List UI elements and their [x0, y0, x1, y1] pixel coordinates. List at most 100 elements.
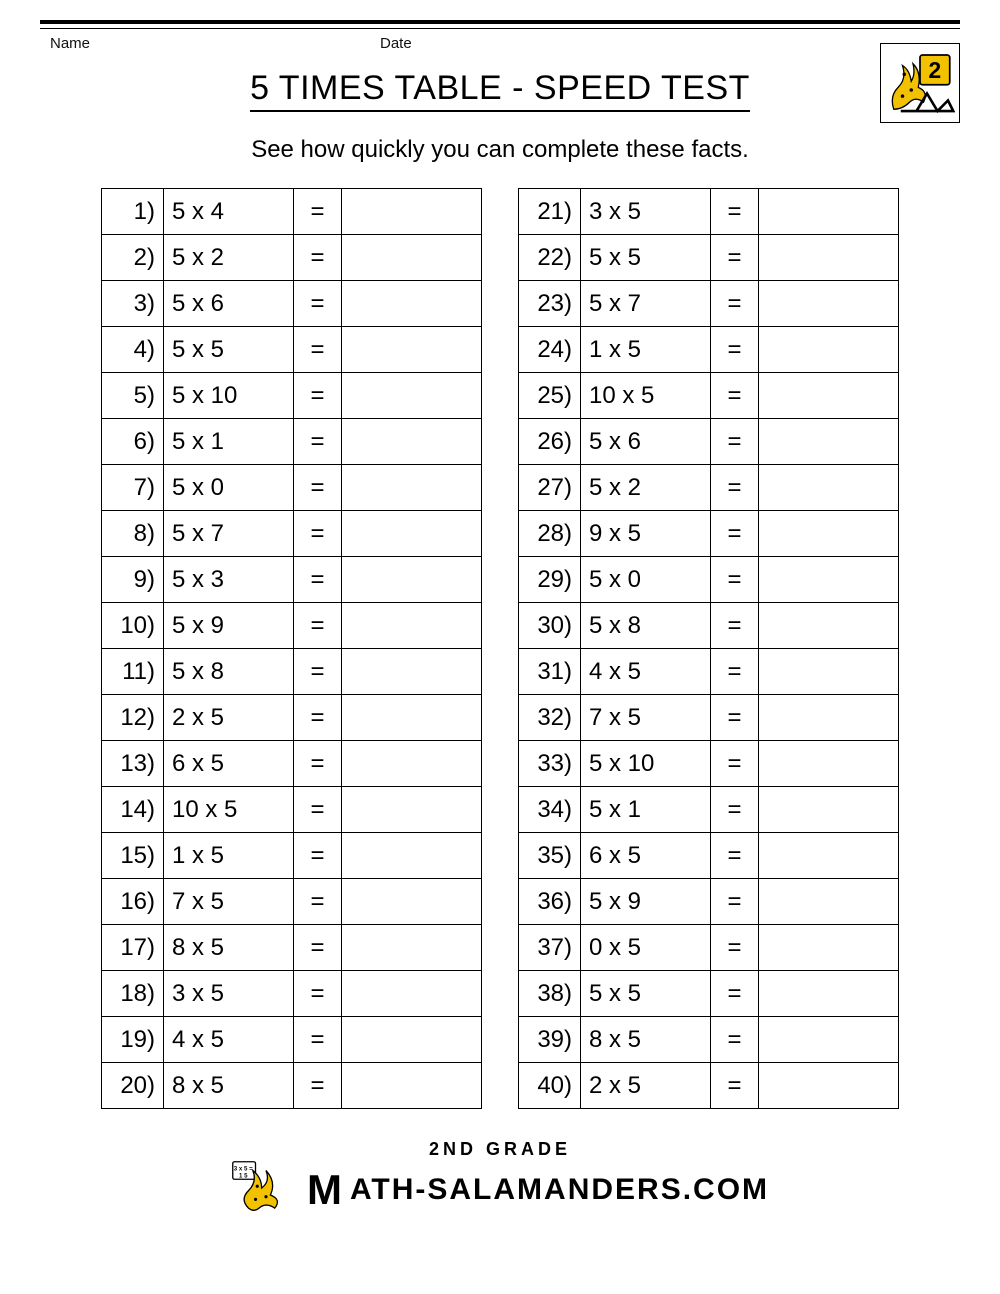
question-number: 12): [102, 695, 164, 741]
question-row: 35)6 x 5=: [519, 833, 899, 879]
question-row: 17)8 x 5=: [102, 925, 482, 971]
equals-sign: =: [711, 511, 759, 557]
question-grids: 1)5 x 4=2)5 x 2=3)5 x 6=4)5 x 5=5)5 x 10…: [40, 188, 960, 1109]
answer-cell[interactable]: [759, 879, 899, 925]
answer-cell[interactable]: [759, 971, 899, 1017]
equals-sign: =: [711, 327, 759, 373]
answer-cell[interactable]: [342, 511, 482, 557]
question-number: 32): [519, 695, 581, 741]
answer-cell[interactable]: [342, 971, 482, 1017]
question-row: 23)5 x 7=: [519, 281, 899, 327]
question-number: 23): [519, 281, 581, 327]
answer-cell[interactable]: [342, 1063, 482, 1109]
equals-sign: =: [711, 925, 759, 971]
answer-cell[interactable]: [342, 557, 482, 603]
question-number: 16): [102, 879, 164, 925]
equals-sign: =: [711, 787, 759, 833]
answer-cell[interactable]: [342, 787, 482, 833]
question-row: 11)5 x 8=: [102, 649, 482, 695]
question-row: 33)5 x 10=: [519, 741, 899, 787]
question-expression: 5 x 8: [164, 649, 294, 695]
equals-sign: =: [294, 787, 342, 833]
answer-cell[interactable]: [759, 787, 899, 833]
question-row: 28)9 x 5=: [519, 511, 899, 557]
answer-cell[interactable]: [342, 235, 482, 281]
question-expression: 5 x 1: [164, 419, 294, 465]
answer-cell[interactable]: [759, 603, 899, 649]
question-expression: 3 x 5: [581, 189, 711, 235]
answer-cell[interactable]: [342, 189, 482, 235]
equals-sign: =: [294, 511, 342, 557]
answer-cell[interactable]: [342, 1017, 482, 1063]
equals-sign: =: [711, 1063, 759, 1109]
question-expression: 10 x 5: [164, 787, 294, 833]
answer-cell[interactable]: [759, 695, 899, 741]
answer-cell[interactable]: [759, 741, 899, 787]
equals-sign: =: [294, 925, 342, 971]
question-number: 39): [519, 1017, 581, 1063]
question-number: 28): [519, 511, 581, 557]
answer-cell[interactable]: [342, 879, 482, 925]
equals-sign: =: [711, 971, 759, 1017]
answer-cell[interactable]: [342, 327, 482, 373]
answer-cell[interactable]: [759, 373, 899, 419]
meta-row: Name Date: [40, 35, 960, 55]
equals-sign: =: [294, 1017, 342, 1063]
answer-cell[interactable]: [342, 833, 482, 879]
logo-grade-number: 2: [929, 57, 942, 83]
question-expression: 8 x 5: [164, 925, 294, 971]
answer-cell[interactable]: [342, 281, 482, 327]
answer-cell[interactable]: [759, 511, 899, 557]
question-number: 35): [519, 833, 581, 879]
answer-cell[interactable]: [342, 373, 482, 419]
answer-cell[interactable]: [759, 833, 899, 879]
question-expression: 5 x 2: [164, 235, 294, 281]
answer-cell[interactable]: [759, 419, 899, 465]
question-expression: 5 x 3: [164, 557, 294, 603]
answer-cell[interactable]: [759, 235, 899, 281]
answer-cell[interactable]: [342, 741, 482, 787]
equals-sign: =: [294, 833, 342, 879]
answer-cell[interactable]: [342, 465, 482, 511]
question-row: 24)1 x 5=: [519, 327, 899, 373]
answer-cell[interactable]: [759, 465, 899, 511]
question-number: 25): [519, 373, 581, 419]
name-label: Name: [50, 35, 90, 52]
equals-sign: =: [711, 189, 759, 235]
footer-site: 3x5= 15 MATH-SALAMANDERS.COM: [231, 1160, 769, 1220]
answer-cell[interactable]: [759, 1017, 899, 1063]
answer-cell[interactable]: [342, 419, 482, 465]
question-expression: 2 x 5: [164, 695, 294, 741]
answer-cell[interactable]: [759, 649, 899, 695]
question-number: 21): [519, 189, 581, 235]
answer-cell[interactable]: [759, 327, 899, 373]
equals-sign: =: [294, 373, 342, 419]
question-row: 12)2 x 5=: [102, 695, 482, 741]
question-number: 33): [519, 741, 581, 787]
equals-sign: =: [294, 465, 342, 511]
answer-cell[interactable]: [759, 281, 899, 327]
answer-cell[interactable]: [759, 925, 899, 971]
answer-cell[interactable]: [759, 189, 899, 235]
question-expression: 5 x 7: [164, 511, 294, 557]
answer-cell[interactable]: [342, 603, 482, 649]
question-number: 36): [519, 879, 581, 925]
salamander-logo-icon: 2: [885, 48, 955, 118]
question-number: 22): [519, 235, 581, 281]
question-row: 26)5 x 6=: [519, 419, 899, 465]
answer-cell[interactable]: [342, 649, 482, 695]
svg-text:3x5=: 3x5=: [234, 1166, 255, 1173]
answer-cell[interactable]: [342, 925, 482, 971]
question-expression: 8 x 5: [581, 1017, 711, 1063]
equals-sign: =: [711, 649, 759, 695]
question-number: 20): [102, 1063, 164, 1109]
question-row: 39)8 x 5=: [519, 1017, 899, 1063]
answer-cell[interactable]: [759, 557, 899, 603]
answer-cell[interactable]: [759, 1063, 899, 1109]
answer-cell[interactable]: [342, 695, 482, 741]
equals-sign: =: [711, 695, 759, 741]
question-expression: 5 x 5: [581, 971, 711, 1017]
equals-sign: =: [711, 557, 759, 603]
footer-site-text: ATH-SALAMANDERS.COM: [350, 1173, 769, 1207]
question-expression: 5 x 6: [164, 281, 294, 327]
